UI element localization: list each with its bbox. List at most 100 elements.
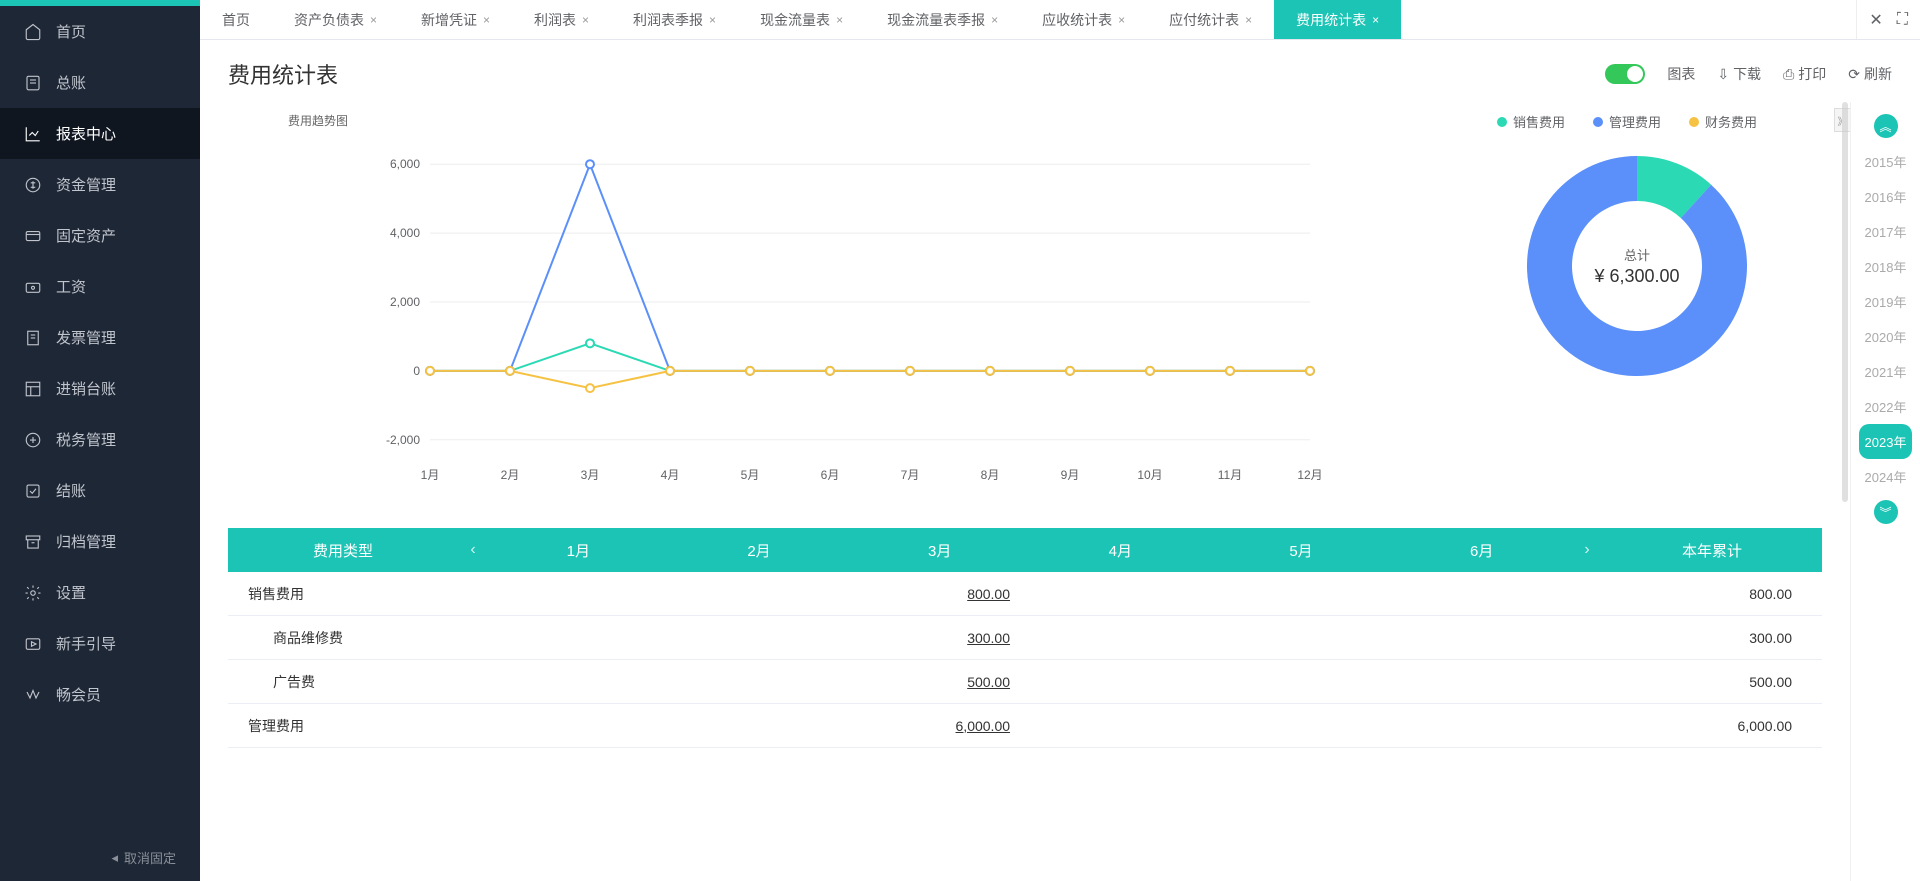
sidebar-item-ledger[interactable]: 总账 bbox=[0, 57, 200, 108]
svg-text:1月: 1月 bbox=[421, 468, 440, 482]
td-type: 管理费用 bbox=[228, 716, 458, 736]
settings-icon bbox=[24, 584, 42, 602]
download-button[interactable]: ⇩ 下载 bbox=[1717, 64, 1761, 84]
sidebar-item-report[interactable]: 报表中心 bbox=[0, 108, 200, 159]
tab-close-icon[interactable]: × bbox=[582, 13, 589, 27]
td-total: 300.00 bbox=[1602, 630, 1822, 646]
year-item[interactable]: 2018年 bbox=[1859, 249, 1913, 284]
tab-bar: 首页资产负债表×新增凭证×利润表×利润表季报×现金流量表×现金流量表季报×应收统… bbox=[200, 0, 1920, 40]
donut-center-label: 总计 bbox=[1594, 245, 1679, 264]
tab-label: 应付统计表 bbox=[1169, 10, 1239, 30]
td-cell[interactable]: 500.00 bbox=[849, 674, 1030, 690]
sidebar-item-invoice[interactable]: 发票管理 bbox=[0, 312, 200, 363]
sidebar-item-archive[interactable]: 归档管理 bbox=[0, 516, 200, 567]
tab-close-icon[interactable]: × bbox=[709, 13, 716, 27]
tab-close-icon[interactable]: × bbox=[836, 13, 843, 27]
sidebar-item-label: 设置 bbox=[56, 582, 86, 603]
year-item[interactable]: 2017年 bbox=[1859, 214, 1913, 249]
expense-table: 费用类型 ‹ 1月2月3月4月5月6月 › 本年累计 销售费用800.00800… bbox=[228, 528, 1822, 748]
td-cell[interactable]: 6,000.00 bbox=[849, 718, 1030, 734]
tab-close-icon[interactable]: × bbox=[483, 13, 490, 27]
home-icon bbox=[24, 23, 42, 41]
td-cell[interactable]: 300.00 bbox=[849, 630, 1030, 646]
asset-icon bbox=[24, 227, 42, 245]
sidebar-item-salary[interactable]: 工资 bbox=[0, 261, 200, 312]
tab-费用统计表[interactable]: 费用统计表× bbox=[1274, 0, 1401, 39]
tab-label: 现金流量表季报 bbox=[887, 10, 985, 30]
tab-现金流量表季报[interactable]: 现金流量表季报 × bbox=[865, 0, 1020, 39]
legend-item[interactable]: 财务费用 bbox=[1689, 112, 1757, 131]
refresh-button[interactable]: ⟳ 刷新 bbox=[1848, 64, 1892, 84]
year-item[interactable]: 2023年 bbox=[1859, 424, 1913, 459]
print-icon: ⎙ bbox=[1783, 66, 1794, 83]
print-button[interactable]: ⎙ 打印 bbox=[1783, 64, 1826, 84]
tab-利润表季报[interactable]: 利润表季报× bbox=[611, 0, 738, 39]
svg-text:6月: 6月 bbox=[821, 468, 840, 482]
main-area: 首页资产负债表×新增凭证×利润表×利润表季报×现金流量表×现金流量表季报×应收统… bbox=[200, 0, 1920, 881]
tab-close-icon[interactable]: × bbox=[991, 13, 998, 27]
th-month: 6月 bbox=[1391, 540, 1572, 561]
line-chart: -2,00002,0004,0006,0001月2月3月4月5月6月7月8月9月… bbox=[228, 137, 1452, 487]
sidebar-pin-toggle[interactable]: ◂ 取消固定 bbox=[0, 834, 200, 881]
td-type: 销售费用 bbox=[228, 584, 458, 604]
sidebar-item-home[interactable]: 首页 bbox=[0, 6, 200, 57]
sidebar-item-fund[interactable]: 资金管理 bbox=[0, 159, 200, 210]
year-item[interactable]: 2022年 bbox=[1859, 389, 1913, 424]
sidebar-item-inventory[interactable]: 进销台账 bbox=[0, 363, 200, 414]
tab-首页[interactable]: 首页 bbox=[200, 0, 272, 39]
td-type: 商品维修费 bbox=[228, 628, 458, 648]
year-item[interactable]: 2015年 bbox=[1859, 144, 1913, 179]
year-item[interactable]: 2019年 bbox=[1859, 284, 1913, 319]
sidebar-item-label: 首页 bbox=[56, 21, 86, 42]
legend-item[interactable]: 销售费用 bbox=[1497, 112, 1565, 131]
sidebar-item-asset[interactable]: 固定资产 bbox=[0, 210, 200, 261]
scrollbar[interactable] bbox=[1842, 102, 1848, 502]
tab-新增凭证[interactable]: 新增凭证× bbox=[399, 0, 512, 39]
report-icon bbox=[24, 125, 42, 143]
tab-close-all-icon[interactable]: ✕ bbox=[1869, 10, 1882, 30]
guide-icon bbox=[24, 635, 42, 653]
legend-item[interactable]: 管理费用 bbox=[1593, 112, 1661, 131]
year-item[interactable]: 2016年 bbox=[1859, 179, 1913, 214]
table-prev-months[interactable]: ‹ bbox=[458, 541, 488, 559]
tab-close-icon[interactable]: × bbox=[370, 13, 377, 27]
tab-应付统计表[interactable]: 应付统计表 × bbox=[1147, 0, 1274, 39]
sidebar-item-vip[interactable]: 畅会员 bbox=[0, 669, 200, 720]
tab-应收统计表[interactable]: 应收统计表× bbox=[1020, 0, 1147, 39]
chart-toggle[interactable] bbox=[1605, 64, 1645, 84]
download-label: 下载 bbox=[1733, 64, 1761, 84]
table-header-row: 费用类型 ‹ 1月2月3月4月5月6月 › 本年累计 bbox=[228, 528, 1822, 572]
tab-利润表[interactable]: 利润表× bbox=[512, 0, 611, 39]
sidebar-item-label: 归档管理 bbox=[56, 531, 116, 552]
legend-label: 财务费用 bbox=[1705, 112, 1757, 131]
sidebar-item-guide[interactable]: 新手引导 bbox=[0, 618, 200, 669]
sidebar-item-settings[interactable]: 设置 bbox=[0, 567, 200, 618]
tab-现金流量表[interactable]: 现金流量表× bbox=[738, 0, 865, 39]
year-rail: ︽ 2015年2016年2017年2018年2019年2020年2021年202… bbox=[1850, 102, 1920, 881]
year-item[interactable]: 2024年 bbox=[1859, 459, 1913, 494]
svg-text:7月: 7月 bbox=[901, 468, 920, 482]
ledger-icon bbox=[24, 74, 42, 92]
print-label: 打印 bbox=[1798, 64, 1826, 84]
donut-center-value: ¥ 6,300.00 bbox=[1594, 266, 1679, 287]
chart-legend: 销售费用 管理费用 财务费用 bbox=[1497, 112, 1777, 131]
year-scroll-up[interactable]: ︽ bbox=[1874, 114, 1898, 138]
legend-label: 管理费用 bbox=[1609, 112, 1661, 131]
svg-text:4月: 4月 bbox=[661, 468, 680, 482]
year-item[interactable]: 2020年 bbox=[1859, 319, 1913, 354]
year-item[interactable]: 2021年 bbox=[1859, 354, 1913, 389]
inventory-icon bbox=[24, 380, 42, 398]
sidebar-item-close[interactable]: 结账 bbox=[0, 465, 200, 516]
tab-close-icon[interactable]: × bbox=[1372, 13, 1379, 27]
svg-text:5月: 5月 bbox=[741, 468, 760, 482]
fullscreen-icon[interactable]: ⛶ bbox=[1897, 11, 1908, 29]
tab-资产负债表[interactable]: 资产负债表× bbox=[272, 0, 399, 39]
tab-close-icon[interactable]: × bbox=[1118, 13, 1125, 27]
sidebar-item-tax[interactable]: 税务管理 bbox=[0, 414, 200, 465]
year-scroll-down[interactable]: ︾ bbox=[1874, 500, 1898, 524]
table-next-months[interactable]: › bbox=[1572, 541, 1602, 559]
table-row: 商品维修费 300.00 300.00 bbox=[228, 616, 1822, 660]
tab-label: 首页 bbox=[222, 10, 250, 30]
td-cell[interactable]: 800.00 bbox=[849, 586, 1030, 602]
tab-close-icon[interactable]: × bbox=[1245, 13, 1252, 27]
